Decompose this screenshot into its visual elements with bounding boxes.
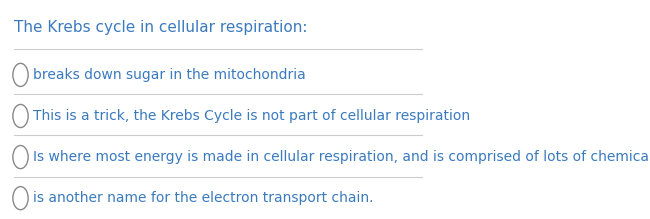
- Text: is another name for the electron transport chain.: is another name for the electron transpo…: [33, 191, 374, 205]
- Text: The Krebs cycle in cellular respiration:: The Krebs cycle in cellular respiration:: [14, 20, 307, 35]
- Text: breaks down sugar in the mitochondria: breaks down sugar in the mitochondria: [33, 68, 306, 82]
- Text: Is where most energy is made in cellular respiration, and is comprised of lots o: Is where most energy is made in cellular…: [33, 150, 650, 164]
- Text: This is a trick, the Krebs Cycle is not part of cellular respiration: This is a trick, the Krebs Cycle is not …: [33, 109, 471, 123]
